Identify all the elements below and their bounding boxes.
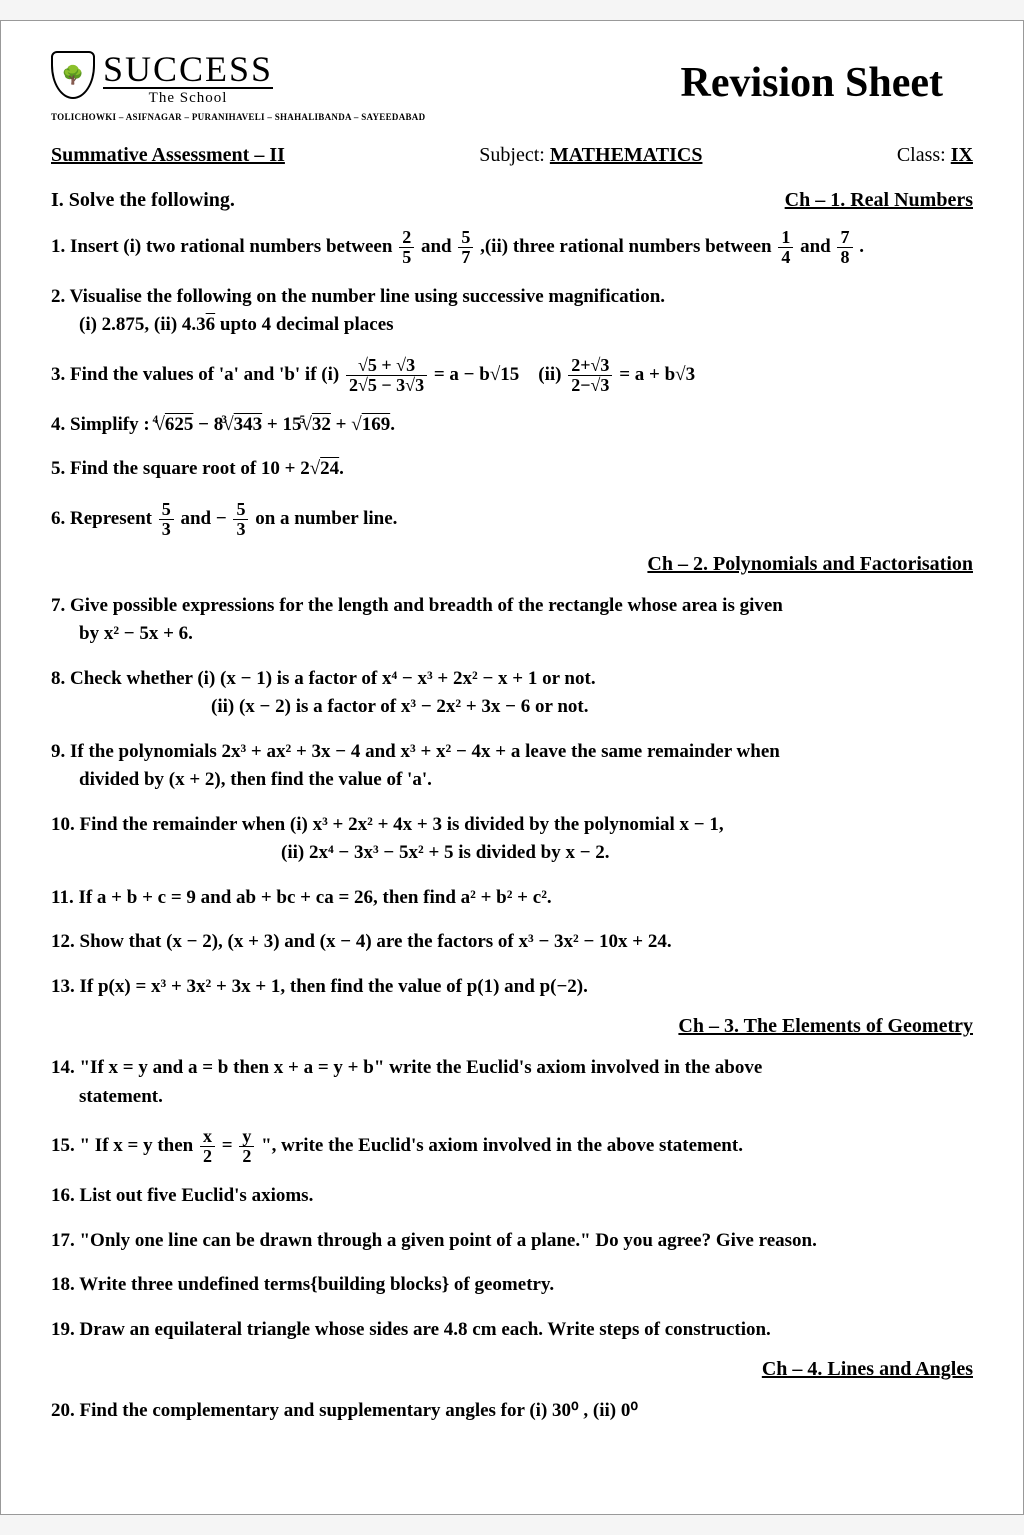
class-value: IX	[951, 144, 973, 166]
q7-line1: 7. Give possible expressions for the len…	[51, 595, 783, 616]
worksheet-page: 🌳 SUCCESS The School TOLICHOWKI – ASIFNA…	[0, 20, 1024, 1515]
question-14: 14. "If x = y and a = b then x + a = y +…	[51, 1054, 973, 1111]
question-1: 1. Insert (i) two rational numbers betwe…	[51, 228, 973, 267]
question-12: 12. Show that (x − 2), (x + 3) and (x − …	[51, 928, 973, 957]
fraction: 78	[837, 228, 852, 267]
fraction: 57	[458, 228, 473, 267]
assessment-title: Summative Assessment – II	[51, 144, 285, 167]
chapter-2-title: Ch – 2. Polynomials and Factorisation	[51, 553, 973, 576]
question-6: 6. Represent 53 and − 53 on a number lin…	[51, 500, 973, 539]
section-1-title: I. Solve the following.	[51, 189, 235, 212]
meta-row: Summative Assessment – II Subject: MATHE…	[51, 144, 973, 167]
branches-line: TOLICHOWKI – ASIFNAGAR – PURANIHAVELI – …	[51, 112, 425, 122]
q3-post: = a + b√3	[619, 364, 695, 385]
section-1-row: I. Solve the following. Ch – 1. Real Num…	[51, 189, 973, 212]
question-17: 17. "Only one line can be drawn through …	[51, 1227, 973, 1256]
class-block: Class: IX	[897, 144, 973, 167]
q6-pre: 6. Represent	[51, 508, 157, 529]
chapter-3-title: Ch – 3. The Elements of Geometry	[51, 1015, 973, 1038]
q1-text: .	[859, 236, 864, 257]
question-8: 8. Check whether (i) (x − 1) is a factor…	[51, 665, 973, 722]
q1-text: and	[800, 236, 835, 257]
q14-line2: statement.	[79, 1086, 163, 1107]
q1-text: and	[421, 236, 456, 257]
q15-mid: =	[222, 1135, 238, 1156]
school-block: 🌳 SUCCESS The School TOLICHOWKI – ASIFNA…	[51, 51, 425, 122]
q9-line1: 9. If the polynomials 2x³ + ax² + 3x − 4…	[51, 741, 780, 762]
question-15: 15. " If x = y then x2 = y2 ", write the…	[51, 1127, 973, 1166]
question-3: 3. Find the values of 'a' and 'b' if (i)…	[51, 356, 973, 395]
class-label: Class:	[897, 144, 946, 166]
fraction: x2	[200, 1127, 215, 1166]
q14-line1: 14. "If x = y and a = b then x + a = y +…	[51, 1057, 762, 1078]
chapter-1-title: Ch – 1. Real Numbers	[785, 189, 973, 212]
question-13: 13. If p(x) = x³ + 3x² + 3x + 1, then fi…	[51, 973, 973, 1002]
question-10: 10. Find the remainder when (i) x³ + 2x²…	[51, 811, 973, 868]
fraction: 53	[233, 500, 248, 539]
subject-label: Subject:	[479, 144, 545, 166]
question-20: 20. Find the complementary and supplemen…	[51, 1397, 973, 1426]
fraction: 25	[399, 228, 414, 267]
q2-line2: (i) 2.875, (ii) 4.36 upto 4 decimal plac…	[79, 314, 394, 335]
question-5: 5. Find the square root of 10 + 2√24.	[51, 455, 973, 484]
q9-line2: divided by (x + 2), then find the value …	[79, 769, 432, 790]
q8-line2: (ii) (x − 2) is a factor of x³ − 2x² + 3…	[211, 696, 588, 717]
q10-line2: (ii) 2x⁴ − 3x³ − 5x² + 5 is divided by x…	[281, 842, 610, 863]
fraction: 14	[778, 228, 793, 267]
question-9: 9. If the polynomials 2x³ + ax² + 3x − 4…	[51, 738, 973, 795]
q3-pre: 3. Find the values of 'a' and 'b' if (i)	[51, 364, 344, 385]
q15-pre: 15. " If x = y then	[51, 1135, 198, 1156]
question-2: 2. Visualise the following on the number…	[51, 283, 973, 340]
fraction: 53	[159, 500, 174, 539]
school-name: SUCCESS	[103, 51, 273, 89]
q7-line2: by x² − 5x + 6.	[79, 623, 193, 644]
q10-line1: 10. Find the remainder when (i) x³ + 2x²…	[51, 814, 724, 835]
q15-post: ", write the Euclid's axiom involved in …	[261, 1135, 743, 1156]
q1-text: 1. Insert (i) two rational numbers betwe…	[51, 236, 397, 257]
school-subtitle: The School	[103, 91, 273, 106]
chapter-4-title: Ch – 4. Lines and Angles	[51, 1358, 973, 1381]
q2-line1: 2. Visualise the following on the number…	[51, 286, 665, 307]
q6-post: on a number line.	[255, 508, 397, 529]
subject-value: MATHEMATICS	[550, 144, 703, 166]
fraction: √5 + √32√5 − 3√3	[346, 356, 427, 395]
question-11: 11. If a + b + c = 9 and ab + bc + ca = …	[51, 884, 973, 913]
question-4: 4. Simplify : 4√625 − 83√343 + 155√32 + …	[51, 411, 973, 440]
logo-block: 🌳 SUCCESS The School	[51, 51, 425, 106]
fraction: y2	[239, 1127, 254, 1166]
q3-mid: = a − b√15 (ii)	[434, 364, 566, 385]
header: 🌳 SUCCESS The School TOLICHOWKI – ASIFNA…	[51, 51, 973, 122]
logo-shield-icon: 🌳	[51, 51, 95, 99]
question-16: 16. List out five Euclid's axioms.	[51, 1182, 973, 1211]
school-name-box: SUCCESS The School	[103, 51, 273, 106]
subject-block: Subject: MATHEMATICS	[479, 144, 702, 167]
question-7: 7. Give possible expressions for the len…	[51, 592, 973, 649]
q6-mid: and −	[180, 508, 231, 529]
q8-line1: 8. Check whether (i) (x − 1) is a factor…	[51, 668, 596, 689]
question-18: 18. Write three undefined terms{building…	[51, 1271, 973, 1300]
sheet-title: Revision Sheet	[681, 51, 974, 107]
q1-text: ,(ii) three rational numbers between	[480, 236, 776, 257]
question-19: 19. Draw an equilateral triangle whose s…	[51, 1316, 973, 1345]
fraction: 2+√32−√3	[568, 356, 612, 395]
